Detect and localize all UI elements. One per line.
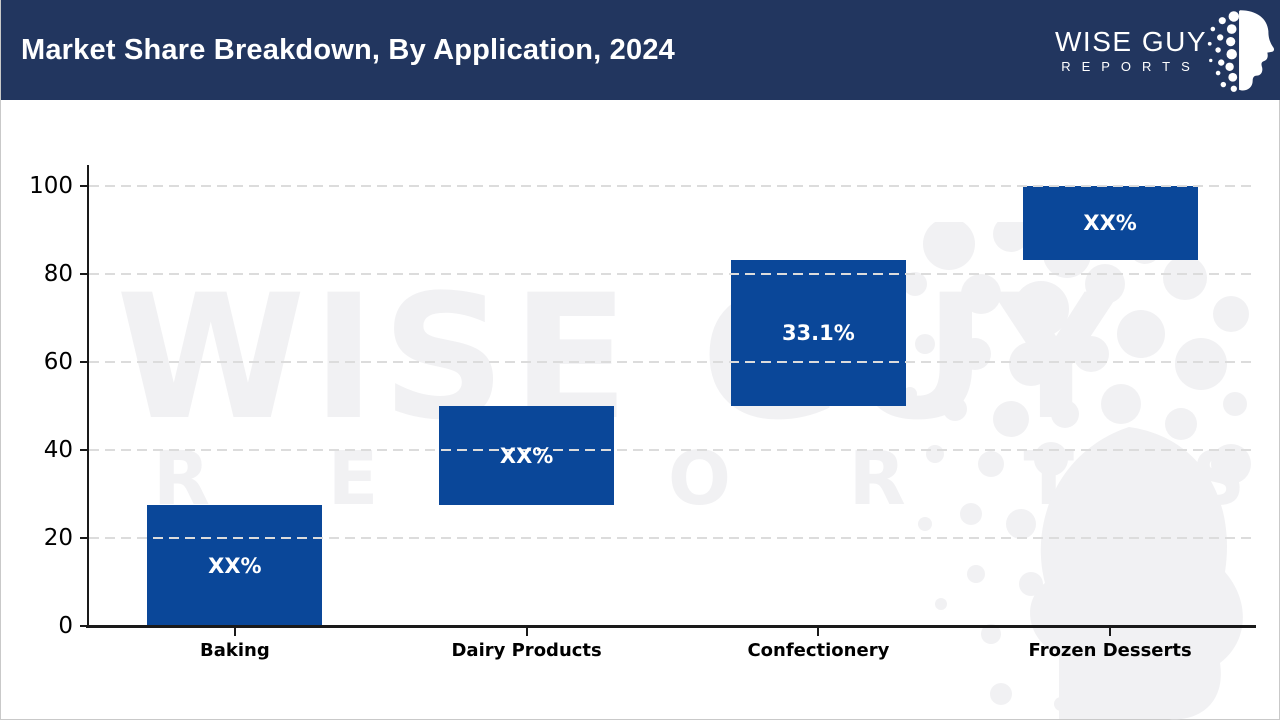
gridline-y-20 xyxy=(89,537,1256,539)
logo-text: WISE GUY REPORTS xyxy=(1055,26,1207,74)
y-tick-80 xyxy=(80,273,88,275)
logo-wordmark: WISE GUY xyxy=(1054,26,1207,57)
bar-value-label-frozen-desserts: XX% xyxy=(1083,211,1137,236)
x-axis-line xyxy=(86,625,1256,628)
y-tick-label: 0 xyxy=(58,613,73,639)
x-tick-dairy-products xyxy=(525,628,528,636)
y-tick-label: 80 xyxy=(43,261,73,287)
wiseguy-head-logo-icon xyxy=(1207,10,1275,92)
x-category-label-dairy-products: Dairy Products xyxy=(451,640,602,661)
wiseguy-logo: WISE GUY REPORTS xyxy=(1055,0,1275,100)
y-tick-20 xyxy=(80,537,88,539)
x-tick-confectionery xyxy=(817,628,820,636)
bar-dairy-products xyxy=(439,406,615,505)
bar-value-label-baking: XX% xyxy=(208,553,262,578)
y-tick-60 xyxy=(80,361,88,363)
bar-value-label-confectionery: 33.1% xyxy=(781,321,855,346)
y-axis-line xyxy=(87,165,89,628)
gridline-y-40 xyxy=(89,449,1256,451)
x-category-label-frozen-desserts: Frozen Desserts xyxy=(1028,640,1192,661)
bar-confectionery xyxy=(730,260,906,406)
y-tick-40 xyxy=(80,449,88,451)
y-tick-0 xyxy=(80,625,88,627)
bar-baking xyxy=(147,505,323,626)
gridline-y-80 xyxy=(89,273,1256,275)
page-title: Market Share Breakdown, By Application, … xyxy=(21,33,675,66)
gridline-y-100 xyxy=(89,185,1256,187)
y-tick-label: 100 xyxy=(29,173,73,199)
logo-subtext: REPORTS xyxy=(1061,59,1201,74)
bar-frozen-desserts xyxy=(1022,186,1198,261)
bar-value-label-dairy-products: XX% xyxy=(499,443,554,468)
x-category-label-baking: Baking xyxy=(200,640,270,661)
x-tick-baking xyxy=(233,628,236,636)
x-tick-frozen-desserts xyxy=(1109,628,1112,636)
y-tick-label: 60 xyxy=(43,349,73,375)
x-category-label-confectionery: Confectionery xyxy=(747,640,890,661)
y-tick-label: 40 xyxy=(43,437,73,463)
y-tick-label: 20 xyxy=(43,525,73,551)
header-bar: Market Share Breakdown, By Application, … xyxy=(1,0,1280,100)
gridline-y-60 xyxy=(89,361,1256,363)
y-tick-100 xyxy=(80,185,88,187)
